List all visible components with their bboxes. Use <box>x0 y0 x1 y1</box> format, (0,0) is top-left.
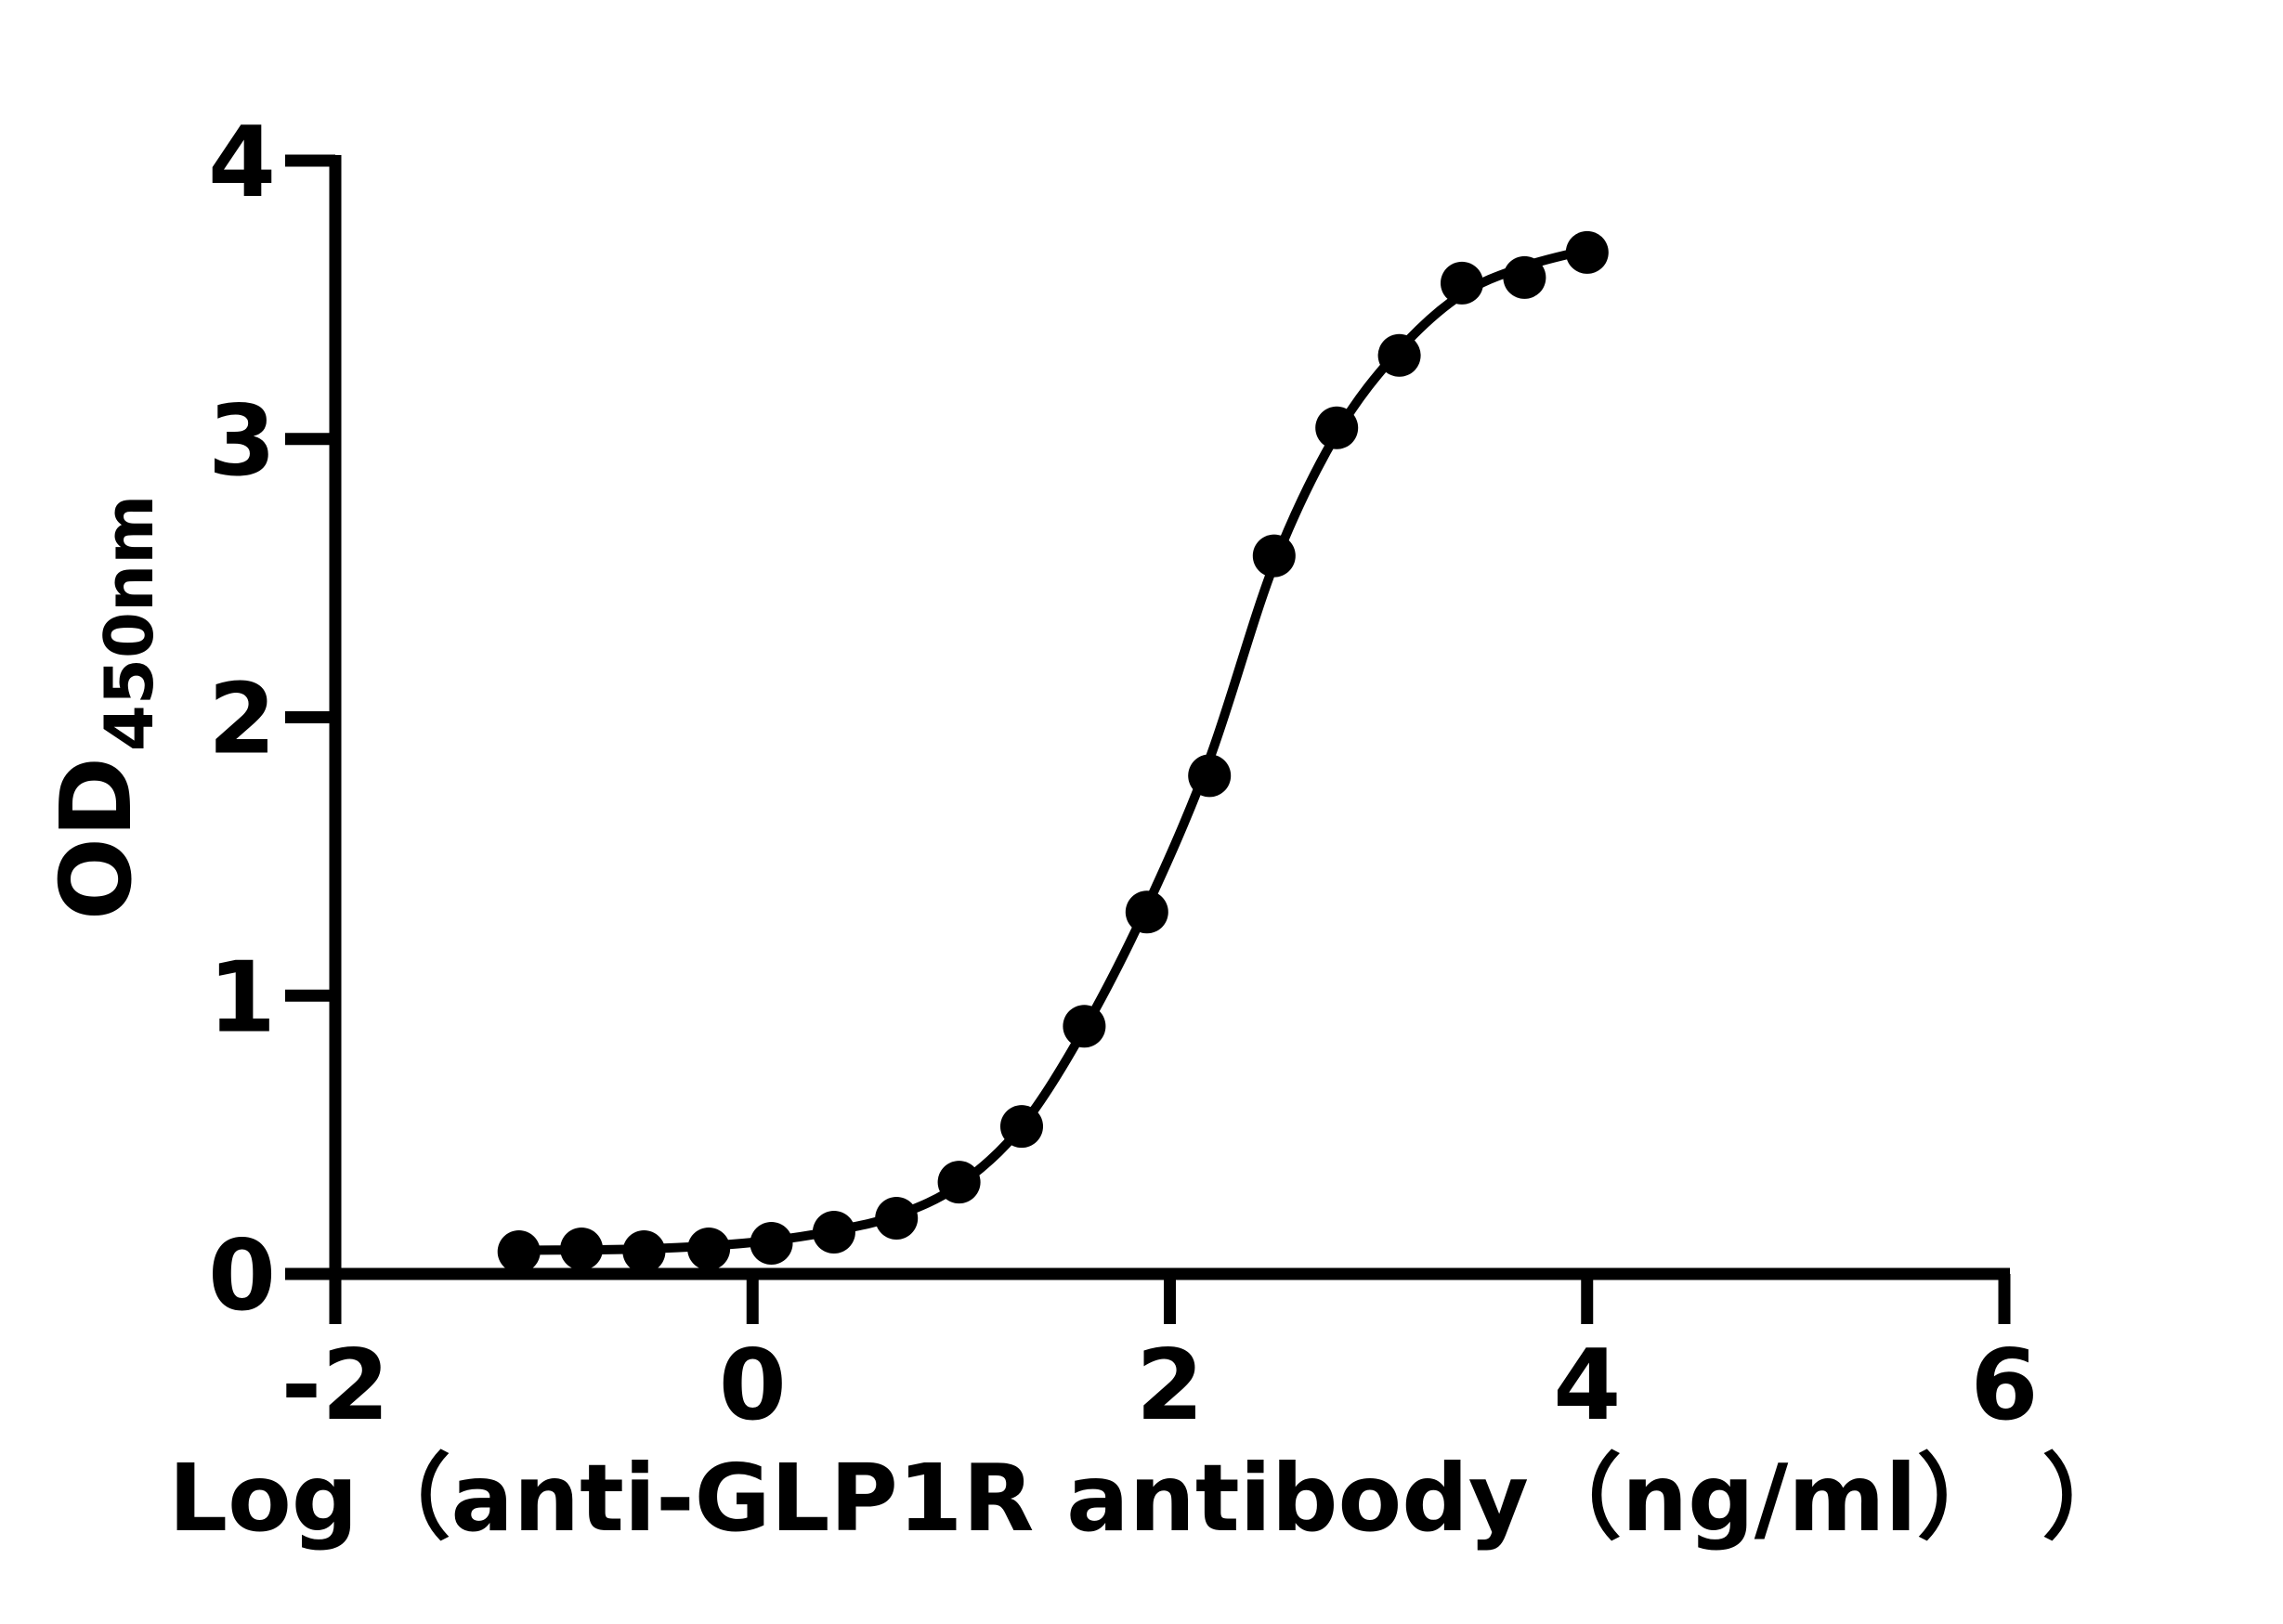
x-axis-title: Log（anti-GLP1R antibody（ng/ml） ） <box>168 1444 2134 1553</box>
data-point <box>937 1161 981 1204</box>
data-point <box>497 1230 541 1273</box>
y-axis-title: OD 450nm <box>40 495 168 921</box>
axis-ticks <box>285 154 2011 1324</box>
data-point <box>1315 406 1359 449</box>
data-point <box>1000 1105 1043 1149</box>
data-point <box>622 1230 666 1273</box>
y-axis-title-subscript: 450nm <box>90 495 168 752</box>
fit-curve-layer <box>514 244 1592 1255</box>
data-point <box>750 1222 793 1265</box>
fit-curve <box>514 244 1592 1255</box>
data-point <box>1125 890 1168 934</box>
x-tick-label: 0 <box>719 1329 787 1442</box>
data-point <box>560 1228 604 1270</box>
x-tick-label: 6 <box>1970 1329 2038 1442</box>
data-point <box>687 1228 731 1270</box>
data-point <box>1252 534 1296 578</box>
data-point <box>1377 333 1421 377</box>
y-axis-title-main: OD <box>40 757 153 920</box>
data-point <box>875 1197 919 1240</box>
x-tick-label: 4 <box>1553 1329 1621 1442</box>
data-point <box>1188 754 1232 798</box>
data-point <box>1565 230 1609 274</box>
data-point <box>1063 1005 1106 1048</box>
x-tick-label: -2 <box>281 1329 390 1442</box>
y-tick-label: 0 <box>208 1219 276 1332</box>
y-tick-label: 3 <box>208 384 276 498</box>
data-point <box>812 1211 855 1254</box>
data-point <box>1503 255 1546 299</box>
x-tick-label: 2 <box>1136 1329 1204 1442</box>
data-points-layer <box>497 230 1609 1273</box>
data-point <box>1441 261 1483 305</box>
axes <box>329 155 2010 1280</box>
y-tick-label: 2 <box>208 663 276 776</box>
y-tick-label: 1 <box>208 941 276 1054</box>
y-tick-label: 4 <box>208 106 276 219</box>
